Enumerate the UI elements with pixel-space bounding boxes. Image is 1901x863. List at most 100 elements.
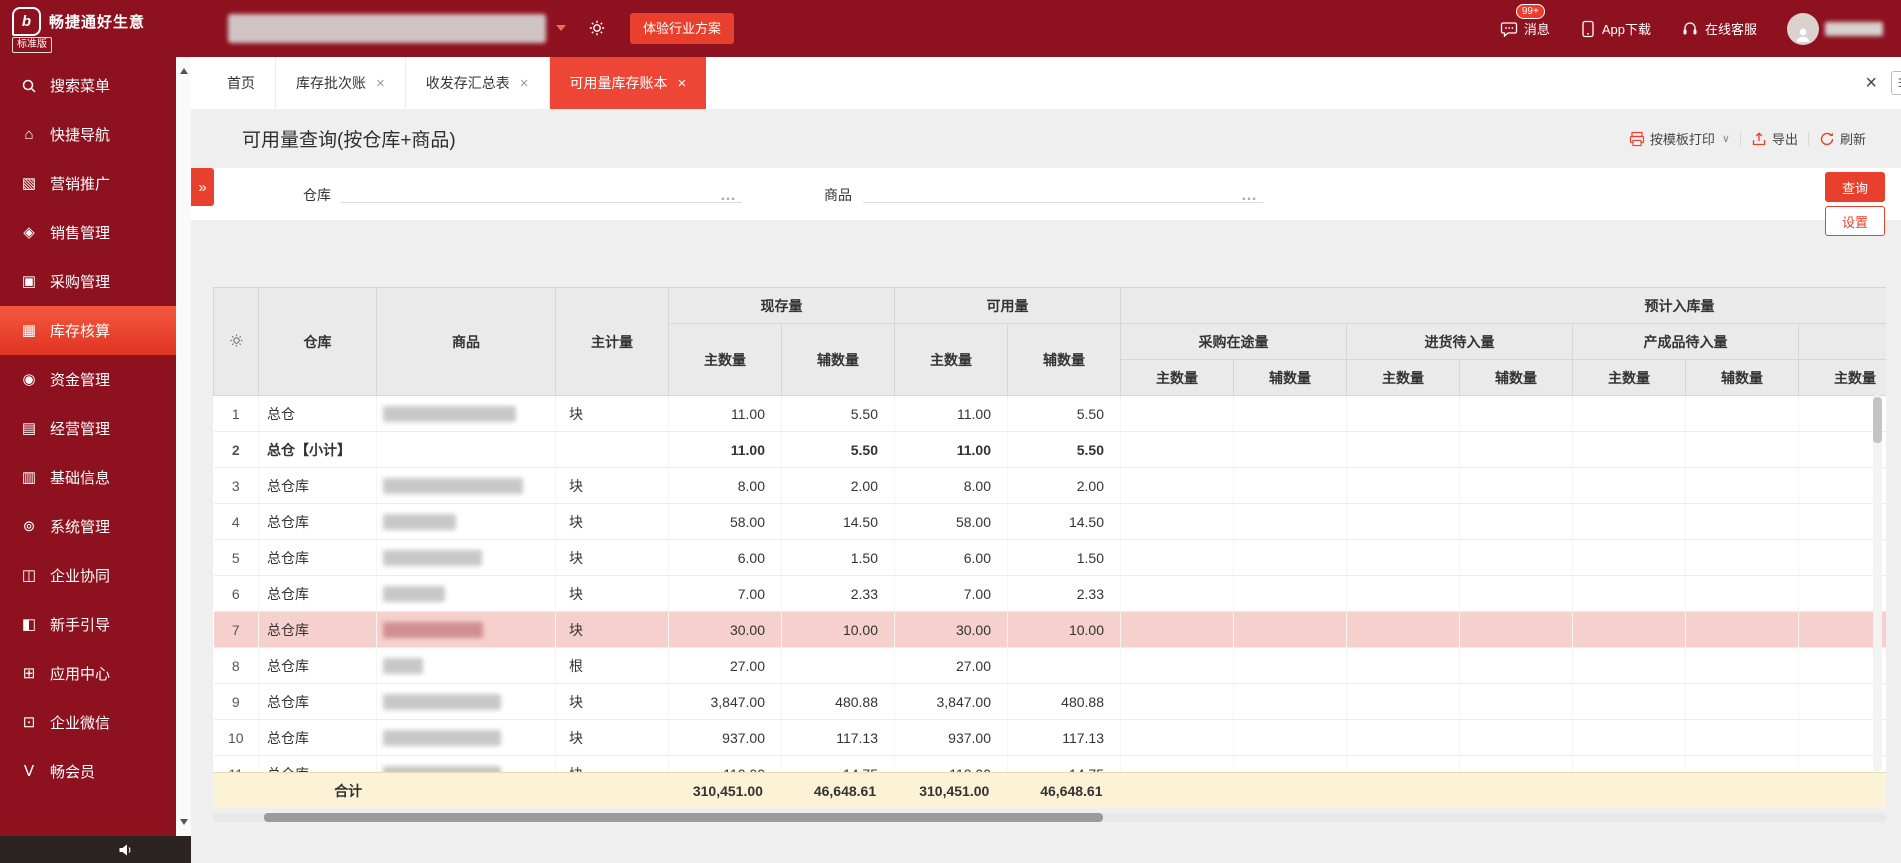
table-row[interactable]: 5 总仓库块 6.00 1.50 6.00 1.50: [213, 539, 1886, 576]
empty-cell: [1233, 647, 1347, 684]
header-aux-qty: 辅数量: [1233, 359, 1347, 396]
empty-cell: [1798, 467, 1886, 504]
vertical-scroll-thumb[interactable]: [1873, 397, 1882, 443]
header-main-unit: 主计量: [555, 287, 669, 396]
sidebar-item-quick-nav[interactable]: ⌂ 快捷导航: [24, 125, 111, 145]
sidebar-item-system[interactable]: ⊚ 系统管理: [22, 517, 111, 537]
empty-cell: [1685, 719, 1799, 756]
app-download-button[interactable]: App下载: [1580, 19, 1651, 38]
table-row[interactable]: 3 总仓库块 8.00 2.00 8.00 2.00: [213, 467, 1886, 504]
tab-close-icon[interactable]: ×: [376, 74, 385, 92]
sidebar-item-search[interactable]: 搜索菜单: [0, 61, 176, 110]
sidebar-scrollbar[interactable]: [176, 57, 191, 836]
messages-badge: 99+: [1515, 4, 1545, 19]
settings-button[interactable]: 设置: [1825, 206, 1885, 236]
available-aux-cell: 10.00: [1007, 611, 1121, 648]
unit-cell: [555, 431, 669, 468]
user-profile[interactable]: [1787, 12, 1883, 45]
product-picker-icon[interactable]: …: [1241, 187, 1257, 204]
sidebar-item-marketing[interactable]: ▧ 营销推广: [21, 174, 111, 194]
column-settings-icon[interactable]: [213, 287, 259, 396]
current-main-cell: 27.00: [668, 647, 782, 684]
table-row[interactable]: 7 总仓库块 30.00 10.00 30.00 10.00: [213, 611, 1886, 648]
warehouse-picker-icon[interactable]: …: [720, 187, 736, 204]
expand-filter-button[interactable]: »: [191, 168, 214, 206]
tab-batch-ledger[interactable]: 库存批次账 ×: [276, 57, 406, 109]
header-aux-qty: 辅数量: [1685, 359, 1799, 396]
sidebar-item-base-info[interactable]: ▥ 基础信息: [21, 468, 111, 488]
speaker-icon[interactable]: [118, 843, 134, 857]
unit-cell: 根: [555, 647, 669, 684]
empty-cell: [1120, 683, 1234, 720]
empty-cell: [1346, 431, 1460, 468]
empty-cell: [1798, 503, 1886, 540]
print-by-template-button[interactable]: 按模板打印 ∨: [1629, 129, 1730, 148]
empty-cell: [1572, 719, 1686, 756]
current-main-cell: 6.00: [668, 539, 782, 576]
row-number-cell: 4: [213, 503, 259, 540]
table-row[interactable]: 2 总仓【小计】 11.00 5.50 11.00 5.50: [213, 431, 1886, 468]
header-main-qty: 主数量: [1797, 359, 1886, 396]
online-service-button[interactable]: 在线客服: [1681, 19, 1757, 38]
table-header: 仓库 商品 主计量 现存量 可用量 预计入库量 主数量 辅数量 主数量 辅数量 …: [213, 287, 1886, 396]
table-row[interactable]: 4 总仓库块 58.00 14.50 58.00 14.50: [213, 503, 1886, 540]
table-row[interactable]: 6 总仓库块 7.00 2.33 7.00 2.33: [213, 575, 1886, 612]
tab-close-icon[interactable]: ×: [677, 74, 687, 92]
redacted-product-name: [383, 621, 483, 638]
export-button[interactable]: 导出: [1751, 129, 1798, 148]
sidebar-item-member[interactable]: Ⅴ 畅会员: [23, 762, 96, 782]
sidebar-item-funds[interactable]: ◉ 资金管理: [22, 370, 111, 390]
sidebar-item-operations[interactable]: ▤ 经营管理: [21, 419, 111, 439]
scroll-down-icon[interactable]: [179, 819, 188, 829]
table-row[interactable]: 8 总仓库根 27.00 27.00: [213, 647, 1886, 684]
tab-available-ledger[interactable]: 可用量库存账本 ×: [549, 57, 707, 109]
tab-list-icon[interactable]: ☰: [1891, 71, 1901, 95]
empty-cell: [1685, 431, 1799, 468]
close-all-tabs-icon[interactable]: ×: [1865, 71, 1877, 94]
refresh-button[interactable]: 刷新: [1819, 129, 1866, 148]
tab-home[interactable]: 首页: [207, 57, 276, 109]
empty-cell: [1120, 467, 1234, 504]
query-button[interactable]: 查询: [1825, 172, 1885, 202]
redacted-product-name: [383, 657, 423, 674]
table-row[interactable]: 1 总仓块 11.00 5.50 11.00 5.50: [213, 395, 1886, 432]
row-number-cell: 8: [213, 647, 259, 684]
header-aux-qty: 辅数量: [781, 323, 895, 396]
message-bubble-icon: [1500, 20, 1518, 38]
sidebar-item-label: 应用中心: [50, 666, 111, 683]
empty-cell: [1685, 575, 1799, 612]
warehouse-cell: 总仓: [258, 395, 377, 432]
sidebar-footer: [0, 836, 191, 863]
empty-cell: [1346, 467, 1460, 504]
sidebar-item-guide[interactable]: ◧ 新手引导: [21, 615, 111, 635]
sidebar-item-label: 畅会员: [50, 764, 96, 781]
table-row[interactable]: 9 总仓库块 3,847.00 480.88 3,847.00 480.88: [213, 683, 1886, 720]
empty-cell: [1346, 395, 1460, 432]
sidebar-item-purchase[interactable]: ▣ 采购管理: [21, 272, 111, 292]
sidebar-item-sales[interactable]: ◈ 销售管理: [23, 223, 111, 243]
product-input[interactable]: …: [863, 175, 1263, 204]
gear-icon[interactable]: [588, 19, 606, 37]
sidebar-item-wechat[interactable]: ⊡ 企业微信: [22, 713, 111, 733]
scroll-up-icon[interactable]: [179, 64, 188, 74]
sidebar-item-label: 库存核算: [50, 323, 111, 340]
sidebar-item-app-center[interactable]: ⊞ 应用中心: [22, 664, 111, 684]
tab-summary[interactable]: 收发存汇总表 ×: [406, 57, 550, 109]
messages-button[interactable]: 99+ 消息: [1500, 4, 1550, 38]
sidebar-item-collaboration[interactable]: ◫ 企业协同: [21, 566, 111, 586]
empty-cell: [1233, 611, 1347, 648]
divider: [1739, 131, 1741, 146]
sidebar-item-inventory[interactable]: ▦ 库存核算: [0, 306, 176, 355]
product-cell: [376, 467, 556, 504]
empty-cell: [1572, 575, 1686, 612]
empty-cell: [1572, 539, 1686, 576]
table-row[interactable]: 10 总仓库块 937.00 117.13 937.00 117.13: [213, 719, 1886, 756]
experience-solution-button[interactable]: 体验行业方案: [630, 13, 735, 44]
empty-cell: [1346, 719, 1460, 756]
horizontal-scroll-thumb[interactable]: [264, 813, 1103, 822]
tab-close-icon[interactable]: ×: [519, 74, 529, 92]
org-selector[interactable]: [228, 14, 546, 43]
header-expected-inbound: 预计入库量: [1119, 287, 1886, 324]
header-available: 可用量: [894, 287, 1121, 324]
warehouse-input[interactable]: …: [341, 175, 742, 204]
